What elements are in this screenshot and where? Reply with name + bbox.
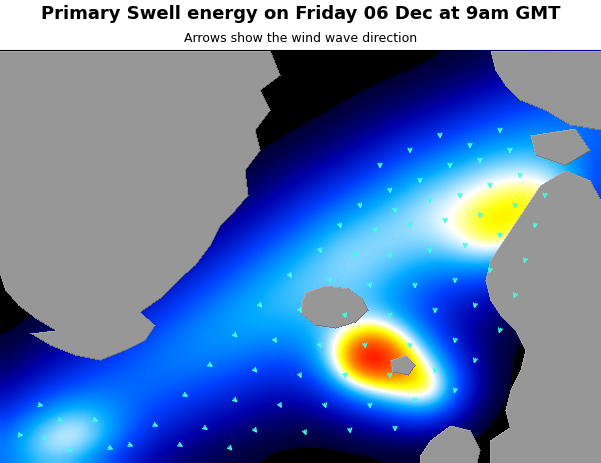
Text: Arrows show the wind wave direction: Arrows show the wind wave direction [184, 32, 417, 45]
Text: Primary Swell energy on Friday 06 Dec at 9am GMT: Primary Swell energy on Friday 06 Dec at… [41, 5, 560, 23]
